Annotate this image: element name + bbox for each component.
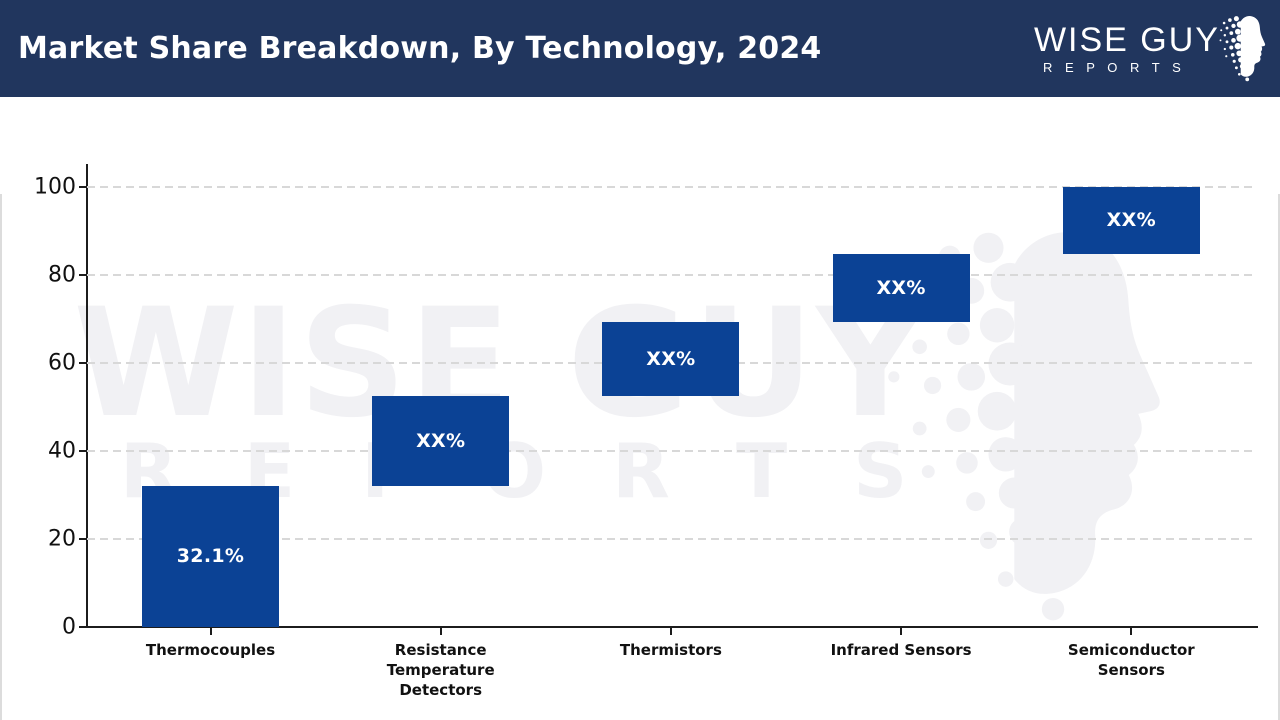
left-border (0, 194, 2, 720)
y-tick (79, 626, 87, 628)
y-tick-label: 100 (34, 174, 76, 200)
bar-segment: XX% (832, 253, 970, 323)
bar-value-label: XX% (416, 429, 466, 452)
header: Market Share Breakdown, By Technology, 2… (0, 0, 1280, 97)
bar-segment: XX% (372, 396, 510, 486)
wiseguy-logo: WISE GUY R E P O R T S (1034, 14, 1280, 84)
logo-sub: R E P O R T S (1042, 59, 1186, 75)
category-label: Semiconductor Sensors (1067, 641, 1195, 679)
bar-segment: 32.1% (142, 485, 279, 627)
category-label: Resistance Temperature Detectors (386, 641, 495, 699)
gridline (87, 186, 1257, 188)
logo-text: WISE GUY R E P O R T S (1034, 23, 1220, 75)
y-tick (79, 186, 87, 188)
page-title: Market Share Breakdown, By Technology, 2… (18, 31, 822, 66)
logo-brand: WISE GUY (1033, 20, 1220, 59)
x-tick (1130, 628, 1133, 635)
y-tick-label: 80 (48, 262, 76, 288)
bar-segment: XX% (602, 322, 740, 396)
y-tick-label: 0 (62, 614, 76, 640)
y-tick (79, 538, 87, 540)
gridline (87, 450, 1257, 452)
y-tick-label: 20 (48, 526, 76, 552)
y-tick (79, 362, 87, 364)
bar-segment: XX% (1062, 187, 1200, 254)
bar-value-label: 32.1% (176, 545, 245, 568)
category-label: Thermistors (619, 641, 722, 659)
y-tick-label: 60 (48, 350, 76, 376)
y-tick-label: 40 (48, 438, 76, 464)
gridline (87, 274, 1257, 276)
x-tick (209, 628, 212, 635)
bar-value-label: XX% (646, 348, 696, 371)
chart-area: WISE GUY R E P O R T S 0 20 40 60 80 100 32.1%… (0, 97, 1280, 720)
category-label: Thermocouples (145, 641, 276, 659)
gridline (87, 538, 1257, 540)
x-axis-line (86, 626, 1258, 628)
logo-head-icon (1219, 15, 1266, 81)
x-tick (439, 628, 442, 635)
right-border (1278, 194, 1280, 720)
x-tick (669, 628, 672, 635)
category-label: Infrared Sensors (830, 641, 972, 659)
bar-value-label: XX% (1106, 209, 1156, 232)
bar-value-label: XX% (876, 276, 926, 299)
y-axis-line (86, 164, 88, 628)
y-tick (79, 274, 87, 276)
x-tick (900, 628, 903, 635)
y-tick (79, 450, 87, 452)
